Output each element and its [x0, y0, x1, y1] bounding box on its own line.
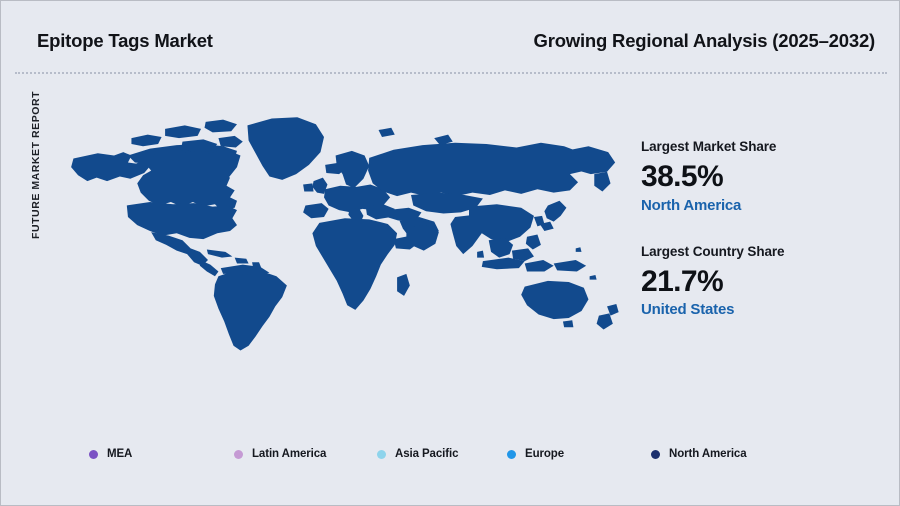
landmass-australia	[521, 280, 589, 320]
landmass-arctic-islands-3	[204, 119, 237, 133]
landmass-africa	[312, 218, 398, 310]
landmass-alaska	[71, 152, 152, 182]
legend-dot-latin-america	[234, 449, 243, 459]
landmass-island-novaya-zemlya	[434, 134, 453, 146]
landmass-new-zealand-south	[596, 313, 613, 330]
landmass-philippines	[525, 234, 541, 250]
landmass-africa-horn	[393, 235, 420, 250]
landmass-turkey	[386, 207, 422, 221]
landmass-china	[469, 204, 534, 243]
landmass-uk	[312, 177, 328, 194]
stats-panel: Largest Market Share 38.5% North America…	[641, 139, 881, 348]
brand-vertical-label: FUTURE MARKET REPORT	[30, 90, 42, 239]
landmass-island-pacific-2	[589, 275, 597, 280]
landmass-central-asia	[411, 192, 483, 214]
region-legend: MEA Latin America Asia Pacific Europe No…	[89, 448, 789, 468]
landmass-borneo	[511, 248, 534, 262]
landmass-india	[450, 214, 485, 255]
landmass-indonesia-1	[481, 257, 525, 270]
landmass-ireland	[303, 183, 314, 192]
legend-item-latin-america: Latin America	[234, 448, 326, 460]
stat-region-market-share: North America	[641, 196, 742, 214]
landmass-russia	[368, 142, 592, 197]
landmass-mexico	[151, 232, 208, 266]
landmass-tasmania	[562, 320, 574, 328]
world-map-svg	[71, 117, 619, 351]
landmass-south-america-north	[220, 264, 270, 276]
page-title: Epitope Tags Market	[37, 30, 213, 51]
landmass-japan	[544, 200, 567, 222]
landmass-arctic-islands-2	[165, 125, 202, 139]
landmass-arctic-islands-1	[131, 134, 162, 147]
legend-label-latin-america: Latin America	[252, 448, 327, 460]
stat-label-country-share: Largest Country Share	[641, 243, 785, 259]
landmass-greenland	[247, 117, 324, 180]
legend-label-asia-pacific: Asia Pacific	[395, 448, 459, 460]
legend-item-europe: Europe	[507, 448, 564, 460]
legend-label-mea: MEA	[107, 448, 133, 460]
landmass-europe	[324, 184, 391, 213]
landmass-south-america	[213, 269, 287, 351]
landmass-japan-south	[539, 221, 554, 231]
stat-label-market-share: Largest Market Share	[641, 139, 777, 154]
landmass-baffin	[204, 149, 241, 184]
stat-block-market-share: Largest Market Share 38.5% North America	[641, 139, 881, 214]
landmass-island-pacific-1	[575, 247, 582, 252]
landmass-new-zealand-north	[607, 304, 619, 316]
landmass-kamchatka	[594, 171, 611, 192]
legend-dot-europe	[507, 449, 516, 459]
landmass-new-guinea	[553, 259, 587, 272]
landmass-caribbean-cuba	[206, 249, 233, 258]
landmass-southeast-asia	[488, 237, 514, 258]
landmass-indonesia-2	[524, 259, 554, 272]
landmass-victoria-island	[153, 147, 188, 162]
header-subtitle: Growing Regional Analysis (2025–2032)	[533, 30, 876, 51]
landmass-scandinavia	[335, 150, 370, 189]
landmass-central-america	[199, 259, 219, 277]
landmass-caribbean-hispaniola	[234, 257, 249, 264]
legend-label-north-america: North America	[669, 448, 747, 460]
legend-item-asia-pacific: Asia Pacific	[377, 448, 458, 460]
stat-region-country-share: United States	[641, 301, 735, 318]
legend-dot-north-america	[651, 449, 660, 459]
landmass-iberia	[303, 203, 329, 219]
stat-value-country-share: 21.7%	[641, 264, 724, 298]
map-landmass-group	[71, 117, 619, 351]
legend-item-north-america: North America	[651, 448, 747, 460]
legend-item-mea: MEA	[89, 448, 132, 460]
stat-block-country-share: Largest Country Share 21.7% United State…	[641, 244, 881, 319]
world-map	[63, 93, 643, 413]
landmass-arctic-islands-4	[181, 139, 218, 153]
stat-value-market-share: 38.5%	[641, 160, 724, 193]
header-divider	[15, 72, 887, 74]
landmass-madagascar	[397, 273, 410, 296]
legend-dot-mea	[89, 449, 98, 459]
landmass-arctic-islands-5	[218, 135, 243, 148]
header: Epitope Tags Market Growing Regional Ana…	[1, 1, 899, 74]
landmass-russia-far-east	[564, 146, 616, 175]
landmass-island-sri-lanka	[477, 250, 485, 258]
legend-label-europe: Europe	[525, 448, 565, 460]
landmass-island-svalbard	[378, 127, 395, 137]
landmass-usa	[126, 201, 237, 240]
legend-dot-asia-pacific	[377, 449, 386, 459]
